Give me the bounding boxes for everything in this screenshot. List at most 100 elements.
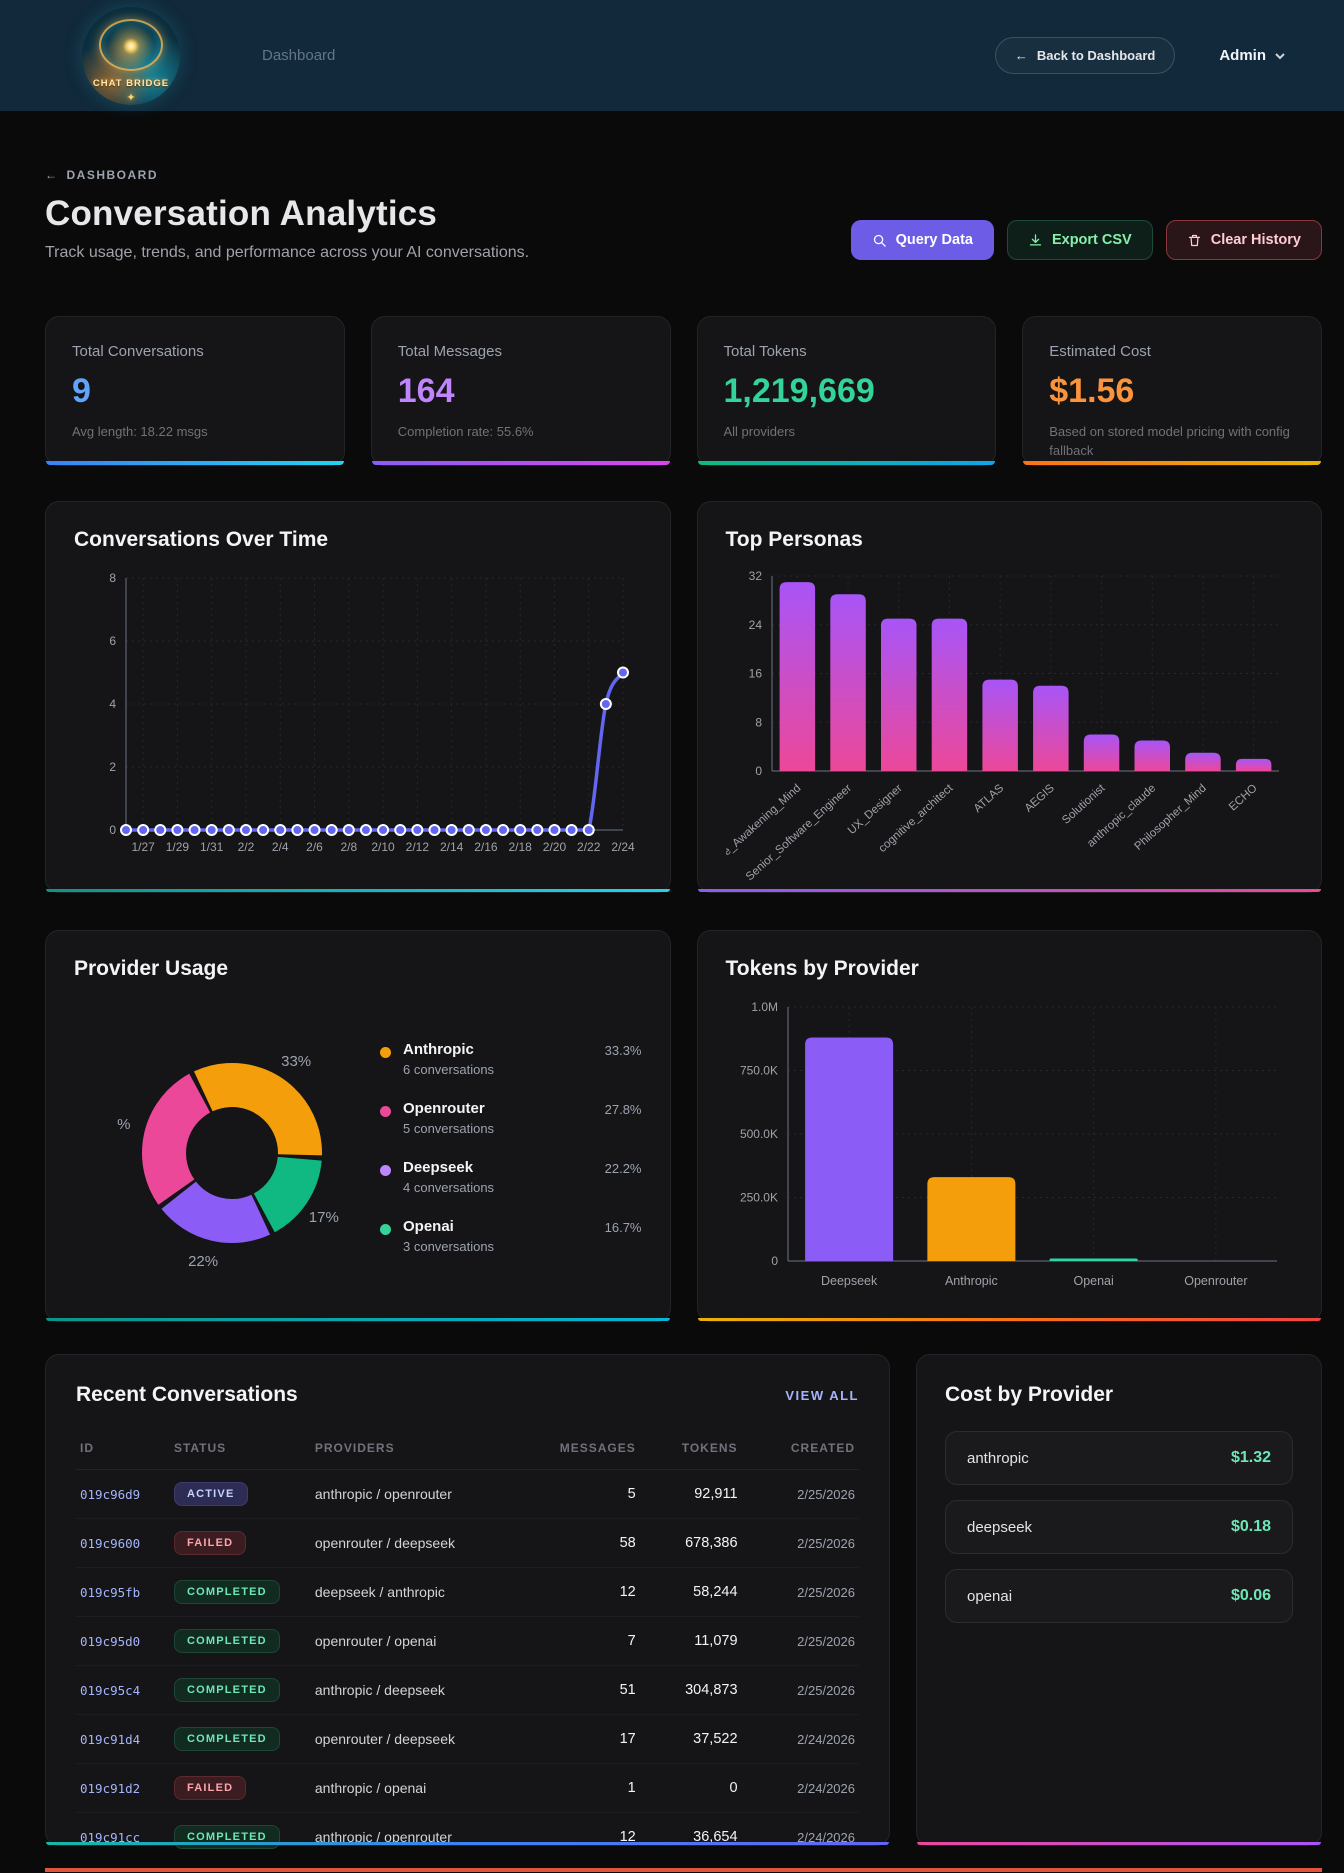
tokens-cell: 678,386 bbox=[639, 1518, 742, 1568]
card-accent-bar bbox=[46, 461, 344, 465]
table-title: Recent Conversations bbox=[76, 1383, 298, 1406]
svg-text:Deepseek: Deepseek bbox=[820, 1274, 877, 1288]
clear-history-button[interactable]: Clear History bbox=[1165, 220, 1322, 260]
conversations-over-time-card: Conversations Over Time 0 2 4 6 8 1/27 1/29 1/3… bbox=[45, 501, 671, 893]
conversation-id-link[interactable]: 019c95fb bbox=[80, 1585, 141, 1600]
conversation-id-link[interactable]: 019c91d2 bbox=[80, 1781, 141, 1796]
svg-text:0: 0 bbox=[109, 823, 116, 837]
messages-cell: 58 bbox=[537, 1518, 640, 1568]
svg-text:Solutionist: Solutionist bbox=[1060, 782, 1108, 827]
providers-cell: openrouter / deepseek bbox=[310, 1714, 538, 1764]
back-to-dashboard-button[interactable]: ← Back to Dashboard bbox=[994, 37, 1176, 74]
breadcrumb-arrow-icon: ← bbox=[45, 168, 59, 182]
tokens-cell: 58,244 bbox=[639, 1567, 742, 1617]
admin-menu[interactable]: Admin bbox=[1219, 47, 1286, 64]
svg-text:2/4: 2/4 bbox=[272, 840, 289, 854]
column-header-created: CREATED bbox=[741, 1431, 859, 1470]
conversation-id-link[interactable]: 019c91cc bbox=[80, 1830, 141, 1845]
top-personas-chart: 08162432The_Awakening_MindSenior_Softwar… bbox=[710, 569, 1279, 883]
providers-cell: anthropic / openrouter bbox=[310, 1469, 538, 1519]
table-row[interactable]: 019c91d4 COMPLETED openrouter / deepseek 17… bbox=[76, 1714, 859, 1764]
status-badge: ACTIVE bbox=[173, 1482, 248, 1506]
chart-title: Provider Usage bbox=[74, 957, 229, 980]
conversation-id-link[interactable]: 019c91d4 bbox=[80, 1732, 141, 1747]
svg-text:2: 2 bbox=[109, 760, 116, 774]
breadcrumb[interactable]: ← DASHBOARD bbox=[45, 168, 1322, 182]
stat-sublabel: Avg length: 18.22 msgs bbox=[72, 424, 208, 439]
back-arrow-icon: ← bbox=[1014, 48, 1028, 63]
card-accent-bar bbox=[46, 1842, 889, 1845]
chat-bridge-logo: CHAT BRIDGE bbox=[82, 6, 180, 105]
conversation-id-link[interactable]: 019c95c4 bbox=[80, 1683, 141, 1698]
legend-percentage: 27.8% bbox=[604, 1102, 642, 1117]
status-badge: COMPLETED bbox=[173, 1678, 280, 1702]
view-all-link[interactable]: VIEW ALL bbox=[785, 1387, 859, 1403]
status-badge: COMPLETED bbox=[173, 1727, 280, 1751]
conversation-id-link[interactable]: 019c96d9 bbox=[80, 1487, 141, 1502]
table-row[interactable]: 019c95c4 COMPLETED anthropic / deepseek 51 3… bbox=[76, 1665, 859, 1715]
legend-conversation-count: 5 conversations bbox=[403, 1121, 495, 1136]
stat-sublabel: All providers bbox=[723, 424, 796, 439]
svg-text:2/20: 2/20 bbox=[543, 840, 567, 854]
page-title: Conversation Analytics bbox=[45, 194, 438, 233]
svg-text:ECHO: ECHO bbox=[1226, 782, 1259, 813]
provider-usage-legend: Anthropic 6 conversations 33.3% Openrouter 5… bbox=[374, 1041, 642, 1254]
page-footer-divider bbox=[45, 1868, 1322, 1872]
created-cell: 2/24/2026 bbox=[741, 1763, 859, 1813]
legend-provider-name: Deepseek bbox=[403, 1159, 474, 1176]
legend-dot bbox=[380, 1106, 391, 1117]
legend-item-openai: Openai 3 conversations 16.7% bbox=[380, 1218, 642, 1254]
nav-item-dashboard[interactable]: Dashboard bbox=[262, 47, 336, 64]
svg-text:2/2: 2/2 bbox=[238, 840, 255, 854]
svg-text:250.0K: 250.0K bbox=[739, 1191, 777, 1205]
chart-title: Top Personas bbox=[725, 528, 863, 551]
conversation-id-link[interactable]: 019c9600 bbox=[80, 1536, 141, 1551]
table-row[interactable]: 019c91d2 FAILED anthropic / openai 1 0 2/24/2… bbox=[76, 1763, 859, 1813]
svg-text:%: % bbox=[117, 1116, 130, 1133]
table-row[interactable]: 019c95fb COMPLETED deepseek / anthropic 12 5… bbox=[76, 1567, 859, 1617]
chart-title: Conversations Over Time bbox=[74, 528, 329, 551]
messages-cell: 51 bbox=[537, 1665, 640, 1715]
card-accent-bar bbox=[371, 461, 670, 465]
legend-provider-name: Openrouter bbox=[403, 1100, 485, 1117]
conversation-id-link[interactable]: 019c95d0 bbox=[80, 1634, 141, 1649]
legend-provider-name: Anthropic bbox=[403, 1041, 474, 1058]
cost-provider-name: anthropic bbox=[967, 1449, 1029, 1467]
svg-text:500.0K: 500.0K bbox=[739, 1127, 777, 1141]
column-header-status: STATUS bbox=[169, 1431, 311, 1470]
svg-text:2/10: 2/10 bbox=[371, 840, 395, 854]
query-data-label: Query Data bbox=[895, 232, 973, 248]
svg-text:2/12: 2/12 bbox=[406, 840, 430, 854]
top-navbar: CHAT BRIDGE Dashboard ← Back to Dashboar… bbox=[0, 0, 1344, 111]
table-row[interactable]: 019c9600 FAILED openrouter / deepseek 58 678… bbox=[76, 1518, 859, 1568]
cost-list: anthropic $1.32 deepseek $0.18 openai $0.06 bbox=[945, 1431, 1293, 1623]
created-cell: 2/25/2026 bbox=[741, 1665, 859, 1715]
svg-text:2/18: 2/18 bbox=[508, 840, 532, 854]
stat-label: Total Messages bbox=[397, 343, 502, 360]
created-cell: 2/25/2026 bbox=[741, 1469, 859, 1519]
provider-usage-card: Provider Usage 33% 17% 22%% Anthropic 6 con… bbox=[45, 930, 671, 1322]
legend-conversation-count: 4 conversations bbox=[403, 1180, 495, 1195]
svg-text:1/31: 1/31 bbox=[200, 840, 224, 854]
recent-conversations-table: ID STATUS PROVIDERS MESSAGES TOKENS CREATED 0… bbox=[76, 1431, 859, 1861]
table-row[interactable]: 019c91cc COMPLETED anthropic / openrouter 1… bbox=[76, 1813, 859, 1862]
providers-cell: openrouter / openai bbox=[310, 1616, 538, 1666]
query-data-button[interactable]: Query Data bbox=[850, 220, 994, 260]
stat-label: Total Conversations bbox=[72, 343, 204, 360]
card-accent-bar bbox=[697, 1318, 1321, 1321]
svg-text:33%: 33% bbox=[281, 1053, 311, 1070]
table-row[interactable]: 019c95d0 COMPLETED openrouter / openai 7 11,… bbox=[76, 1616, 859, 1666]
export-csv-button[interactable]: Export CSV bbox=[1006, 220, 1153, 260]
chart-title: Tokens by Provider bbox=[725, 957, 919, 980]
legend-percentage: 33.3% bbox=[604, 1043, 642, 1058]
table-row[interactable]: 019c96d9 ACTIVE anthropic / openrouter 5 92,… bbox=[76, 1469, 859, 1519]
tokens-by-provider-card: Tokens by Provider 0 250.0K 500.0K 750.0K 1.… bbox=[696, 930, 1322, 1322]
card-accent-bar bbox=[46, 889, 670, 892]
svg-text:32: 32 bbox=[748, 569, 762, 583]
cost-provider-name: openai bbox=[967, 1587, 1013, 1605]
created-cell: 2/24/2026 bbox=[797, 1829, 855, 1845]
svg-text:Senior_Software_Engineer: Senior_Software_Engineer bbox=[743, 782, 853, 883]
tokens-cell: 36,654 bbox=[693, 1829, 738, 1845]
cost-provider-value: $1.32 bbox=[1230, 1449, 1271, 1466]
recent-conversations-card: Recent Conversations VIEW ALL ID STATUS PR… bbox=[45, 1354, 890, 1849]
